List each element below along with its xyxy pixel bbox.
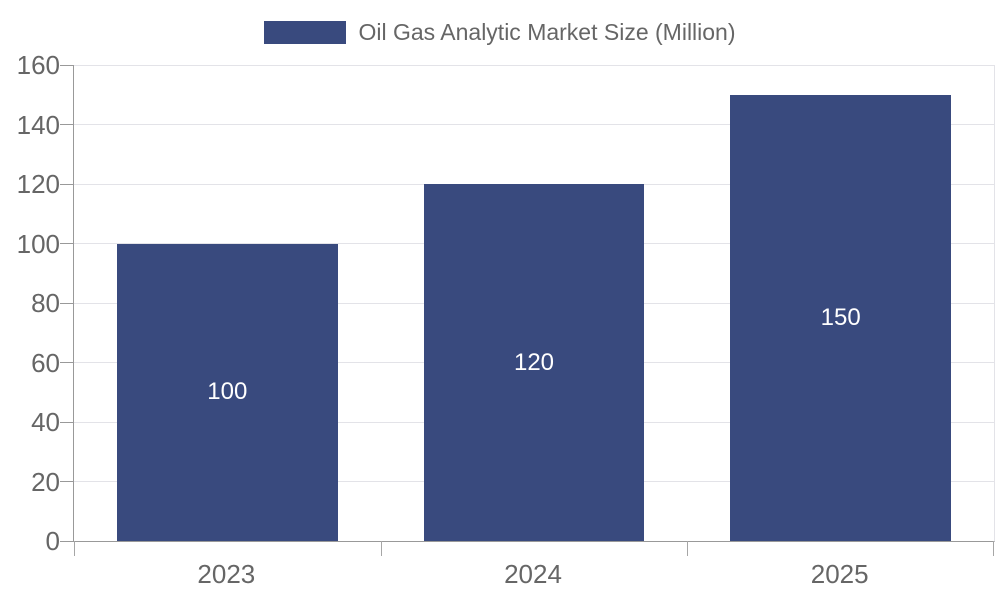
y-axis-tick bbox=[60, 183, 73, 185]
bar-value-label: 100 bbox=[207, 378, 248, 406]
x-axis-tick bbox=[74, 541, 75, 556]
bar-value-label: 150 bbox=[820, 303, 861, 331]
y-axis-tick bbox=[60, 65, 73, 66]
y-axis-tick bbox=[60, 243, 73, 244]
x-axis-tick bbox=[993, 541, 994, 556]
y-axis-tick-label: 0 bbox=[45, 526, 60, 556]
legend-item[interactable]: Oil Gas Analytic Market Size (Million) bbox=[264, 19, 736, 46]
x-axis-tick bbox=[380, 541, 382, 556]
plot-area: 100 120 150 bbox=[60, 65, 995, 556]
y-axis-tick bbox=[60, 540, 73, 542]
x-axis-label: 2023 bbox=[197, 559, 256, 589]
x-axis-label: 2025 bbox=[810, 559, 869, 589]
y-axis-tick-label: 160 bbox=[16, 50, 60, 80]
y-axis-tick-label: 100 bbox=[16, 228, 60, 259]
y-axis-tick-label: 120 bbox=[16, 169, 60, 199]
y-axis-tick-label: 60 bbox=[31, 347, 60, 378]
gridline bbox=[74, 65, 994, 66]
y-axis-tick bbox=[60, 481, 73, 482]
y-axis-tick bbox=[60, 362, 73, 363]
bar-value-label: 120 bbox=[513, 348, 555, 376]
bar: 150 bbox=[730, 94, 952, 541]
legend-swatch-icon bbox=[264, 21, 347, 44]
gridline bbox=[74, 124, 994, 125]
chart-legend: Oil Gas Analytic Market Size (Million) bbox=[0, 19, 1000, 46]
x-axis-tick bbox=[687, 541, 689, 556]
bar: 120 bbox=[423, 184, 645, 541]
legend-label: Oil Gas Analytic Market Size (Million) bbox=[358, 19, 736, 45]
bar: 100 bbox=[116, 243, 338, 541]
y-axis-tick-label: 80 bbox=[31, 288, 60, 318]
y-axis-tick bbox=[60, 124, 73, 125]
x-axis-label: 2024 bbox=[504, 559, 562, 589]
y-axis-tick bbox=[60, 421, 73, 423]
y-axis-tick-label: 40 bbox=[31, 407, 60, 437]
y-axis-tick-label: 20 bbox=[31, 466, 60, 497]
y-axis-tick bbox=[60, 302, 73, 304]
y-axis-tick-label: 140 bbox=[16, 109, 60, 140]
